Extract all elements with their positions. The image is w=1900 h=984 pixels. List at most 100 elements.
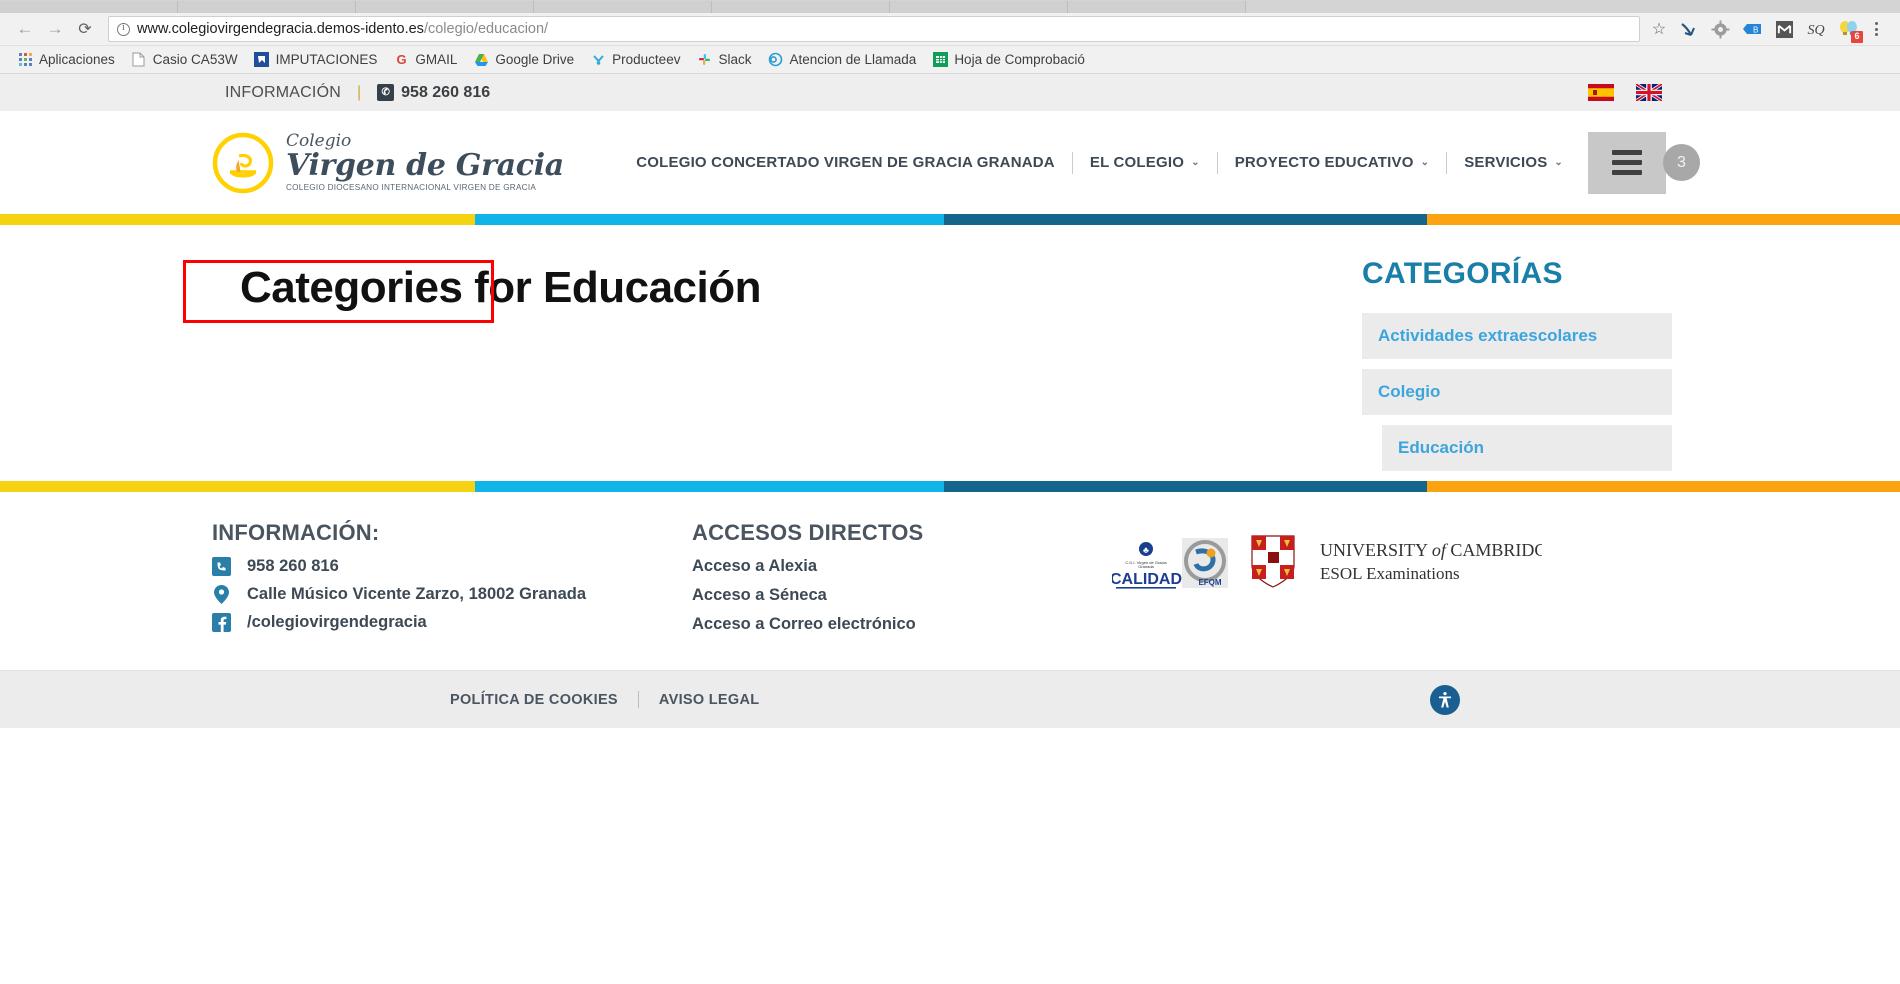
spiral-icon xyxy=(767,52,783,68)
nav-item-colegio-concertado[interactable]: COLEGIO CONCERTADO VIRGEN DE GRACIA GRAN… xyxy=(619,154,1072,171)
accessibility-icon[interactable] xyxy=(1430,684,1460,715)
sq-script-icon[interactable]: SQ xyxy=(1802,15,1830,43)
bookmark-apps[interactable]: Aplicaciones xyxy=(10,49,122,71)
browser-tab[interactable] xyxy=(178,1,356,13)
footer-link-alexia[interactable]: Acceso a Alexia xyxy=(692,557,818,575)
topbar-separator: | xyxy=(356,83,362,101)
url-path: /colegio/educacion/ xyxy=(423,21,549,37)
bookmark-slack[interactable]: Slack xyxy=(689,49,758,71)
color-stripe-footer xyxy=(0,481,1900,492)
lightbulbs-icon[interactable]: 6 xyxy=(1834,15,1863,43)
bookmark-label: Aplicaciones xyxy=(39,52,115,67)
stripe-segment-orange xyxy=(1426,481,1900,492)
bookmark-producteev[interactable]: Producteev xyxy=(583,49,687,71)
flag-uk-icon[interactable] xyxy=(1635,82,1663,103)
sheets-icon xyxy=(932,52,948,68)
footer-column-logos: ♣ C.D.I. Virgen de Gracia Granada CALIDA… xyxy=(1110,520,1700,597)
stripe-segment-cyan xyxy=(475,214,945,225)
stripe-segment-yellow xyxy=(0,214,475,225)
hamburger-icon xyxy=(1612,150,1642,175)
topbar-phone-number: 958 260 816 xyxy=(401,83,491,101)
bookmark-casio[interactable]: Casio CA53W xyxy=(124,49,245,71)
logo-subtitle-text: COLEGIO DIOCESANO INTERNACIONAL VIRGEN D… xyxy=(286,182,537,192)
site-footer: INFORMACIÓN: 958 260 816 Calle Músico Vi… xyxy=(0,492,1900,670)
location-pin-icon xyxy=(212,585,231,604)
svg-text:ESOL Examinations: ESOL Examinations xyxy=(1320,564,1460,583)
browser-toolbar: ← → ⟳ www.colegiovirgendegracia.demos-id… xyxy=(0,13,1900,46)
url-text: www.colegiovirgendegracia.demos-idento.e… xyxy=(137,21,548,37)
browser-tab[interactable] xyxy=(890,1,1068,13)
gear-icon[interactable] xyxy=(1706,15,1734,43)
nav-item-el-colegio[interactable]: EL COLEGIO ⌄ xyxy=(1073,154,1217,171)
footer-row-address[interactable]: Calle Músico Vicente Zarzo, 18002 Granad… xyxy=(212,585,692,604)
topbar-informacion-label[interactable]: INFORMACIÓN xyxy=(225,83,341,101)
footer-link-seneca[interactable]: Acceso a Séneca xyxy=(692,586,827,604)
flag-spain-icon[interactable] xyxy=(1588,84,1614,101)
blue-tag-icon[interactable]: B xyxy=(1738,15,1766,43)
gmail-icon[interactable] xyxy=(1770,15,1798,43)
site-header: Colegio Virgen de Gracia COLEGIO DIOCESA… xyxy=(0,111,1900,214)
svg-text:G: G xyxy=(396,52,406,67)
url-domain: www.colegiovirgendegracia.demos-idento.e… xyxy=(137,21,424,37)
back-button[interactable]: ← xyxy=(16,19,34,38)
nav-item-servicios[interactable]: SERVICIOS ⌄ xyxy=(1447,154,1580,171)
svg-text:EFQM: EFQM xyxy=(1198,578,1221,587)
checkmark-swoosh-icon[interactable] xyxy=(1674,15,1702,43)
footer-heading-accesos: ACCESOS DIRECTOS xyxy=(692,520,924,545)
browser-tab[interactable] xyxy=(0,1,178,13)
category-link-label: Educación xyxy=(1398,438,1484,457)
nav-label: PROYECTO EDUCATIVO xyxy=(1234,154,1414,171)
phone-icon: ✆ xyxy=(377,84,395,101)
logo-colegio-text: Colegio xyxy=(286,130,352,151)
bookmark-label: Hoja de Comprobació xyxy=(954,52,1085,67)
topbar-phone-link[interactable]: ✆ 958 260 816 xyxy=(377,84,490,102)
bottom-link-politica-cookies[interactable]: POLÍTICA DE COOKIES xyxy=(450,691,618,708)
reload-button[interactable]: ⟳ xyxy=(78,21,92,38)
drive-icon xyxy=(473,52,489,68)
menu-badge-count[interactable]: 3 xyxy=(1663,144,1700,181)
footer-row-facebook[interactable]: /colegiovirgendegracia xyxy=(212,613,692,632)
slack-icon xyxy=(696,52,712,68)
bottom-link-aviso-legal[interactable]: AVISO LEGAL xyxy=(658,691,760,708)
bookmark-star-icon[interactable]: ☆ xyxy=(1651,21,1667,38)
bookmark-gmail[interactable]: G GMAIL xyxy=(386,49,464,71)
sidebar-item-educacion[interactable]: Educación xyxy=(1382,425,1672,471)
main-navigation: COLEGIO CONCERTADO VIRGEN DE GRACIA GRAN… xyxy=(619,131,1700,194)
footer-row-phone[interactable]: 958 260 816 xyxy=(212,557,692,576)
browser-tab[interactable] xyxy=(712,1,890,13)
google-g-icon: G xyxy=(393,52,409,68)
site-info-icon[interactable] xyxy=(117,22,130,36)
browser-tab[interactable] xyxy=(534,1,712,13)
bookmark-google-drive[interactable]: Google Drive xyxy=(466,49,581,71)
browser-tab[interactable] xyxy=(356,1,534,13)
site-logo[interactable]: Colegio Virgen de Gracia COLEGIO DIOCESA… xyxy=(200,132,564,194)
browser-tab-active[interactable] xyxy=(1068,1,1246,13)
bookmark-label: Google Drive xyxy=(495,52,575,67)
sidebar-item-colegio[interactable]: Colegio xyxy=(1362,369,1672,415)
svg-text:B: B xyxy=(1753,26,1758,35)
forward-button[interactable]: → xyxy=(46,19,64,38)
site-bottom-bar: POLÍTICA DE COOKIES AVISO LEGAL xyxy=(0,670,1900,728)
footer-facebook-handle: /colegiovirgendegracia xyxy=(247,613,427,631)
footer-column-accesos: ACCESOS DIRECTOS Acceso a Alexia Acceso … xyxy=(692,520,1112,644)
hamburger-menu-button[interactable] xyxy=(1588,131,1666,194)
footer-address: Calle Músico Vicente Zarzo, 18002 Granad… xyxy=(247,585,587,603)
nav-item-proyecto-educativo[interactable]: PROYECTO EDUCATIVO ⌄ xyxy=(1218,154,1447,171)
browser-menu-button[interactable] xyxy=(1862,15,1890,43)
footer-link-correo[interactable]: Acceso a Correo electrónico xyxy=(692,615,916,633)
page-body: Categories for Educación CATEGORÍAS Acti… xyxy=(0,225,1900,481)
browser-tab-strip[interactable] xyxy=(0,0,1900,13)
site-topbar: INFORMACIÓN | ✆ 958 260 816 xyxy=(0,74,1900,111)
phone-icon xyxy=(212,557,231,576)
svg-text:SQ: SQ xyxy=(1807,23,1824,38)
chevron-down-icon: ⌄ xyxy=(1191,157,1200,168)
chevron-down-icon: ⌄ xyxy=(1554,157,1563,168)
arrow-flag-icon xyxy=(254,52,270,68)
bookmark-hoja-comprobacion[interactable]: Hoja de Comprobació xyxy=(925,49,1092,71)
bookmark-imputaciones[interactable]: IMPUTACIONES xyxy=(247,49,385,71)
footer-phone-number: 958 260 816 xyxy=(247,557,339,575)
sidebar-item-actividades-extraescolares[interactable]: Actividades extraescolares xyxy=(1362,313,1672,359)
nav-divider xyxy=(1446,151,1448,174)
bookmark-atencion-llamada[interactable]: Atencion de Llamada xyxy=(760,49,923,71)
address-bar[interactable]: www.colegiovirgendegracia.demos-idento.e… xyxy=(108,16,1640,42)
